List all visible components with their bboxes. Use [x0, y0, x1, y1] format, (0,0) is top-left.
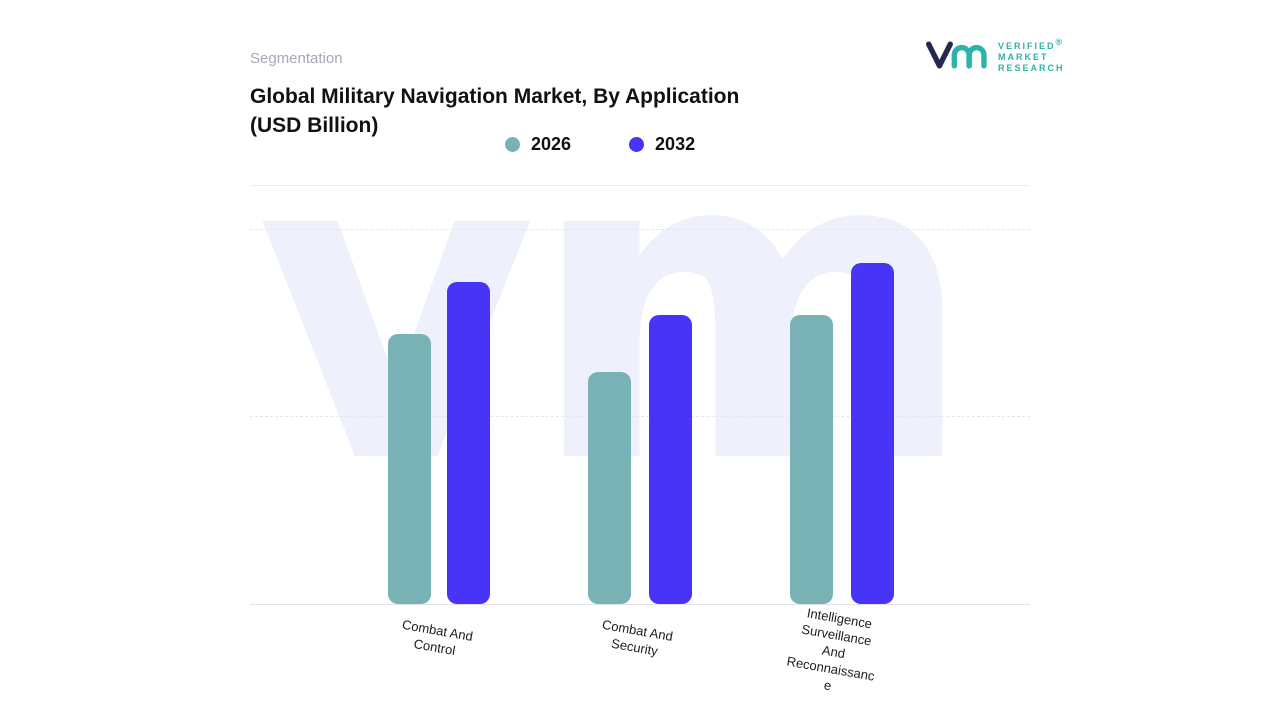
- brand-logo: VERIFIED® MARKET RESEARCH: [926, 36, 1065, 74]
- registered-mark: ®: [1055, 36, 1065, 47]
- bar-2026-intelligence-surveillance[interactable]: [790, 315, 833, 604]
- chart-legend: 2026 2032: [505, 134, 695, 155]
- chart-title-line1: Global Military Navigation Market, By Ap…: [250, 85, 740, 108]
- legend-dot-2032-icon: [629, 137, 645, 152]
- chart-area: vm Combat And Control Combat And Securit…: [250, 185, 1030, 698]
- bars-layer: [250, 229, 1030, 604]
- vm-monogram-icon: [926, 41, 987, 69]
- bar-2032-intelligence-surveillance[interactable]: [851, 262, 894, 604]
- logo-wordmark-line3: RESEARCH: [998, 62, 1065, 73]
- legend-dot-2026-icon: [505, 137, 520, 152]
- x-axis-labels: Combat And Control Combat And Security I…: [250, 605, 1030, 698]
- bar-2026-combat-and-control[interactable]: [388, 334, 431, 604]
- chart-title-line2: (USD Billion): [250, 114, 379, 137]
- gridline-middle: [250, 416, 1030, 417]
- bar-2032-combat-and-control[interactable]: [447, 281, 490, 604]
- bar-2026-combat-and-security[interactable]: [588, 371, 631, 604]
- logo-wordmark-line2: MARKET: [998, 51, 1049, 62]
- legend-item-2026[interactable]: 2026: [505, 134, 571, 155]
- x-axis-baseline: [250, 604, 1030, 605]
- legend-item-2032[interactable]: 2032: [629, 134, 695, 155]
- legend-label-2032: 2032: [655, 134, 696, 154]
- legend-label-2026: 2026: [531, 134, 572, 154]
- chart-title: Global Military Navigation Market, By Ap…: [250, 82, 890, 140]
- gridline-top: [250, 229, 1030, 230]
- x-label-combat-and-control: Combat And Control: [400, 616, 475, 659]
- logo-wordmark: VERIFIED® MARKET RESEARCH: [998, 37, 1065, 74]
- x-label-intelligence-surveillance: Intelligence Surveillance And Reconnaiss…: [785, 605, 876, 694]
- x-label-combat-and-security: Combat And Security: [600, 616, 675, 659]
- logo-wordmark-line1: VERIFIED®: [998, 36, 1065, 51]
- section-eyebrow: Segmentation: [250, 50, 343, 67]
- bar-2032-combat-and-security[interactable]: [649, 315, 692, 604]
